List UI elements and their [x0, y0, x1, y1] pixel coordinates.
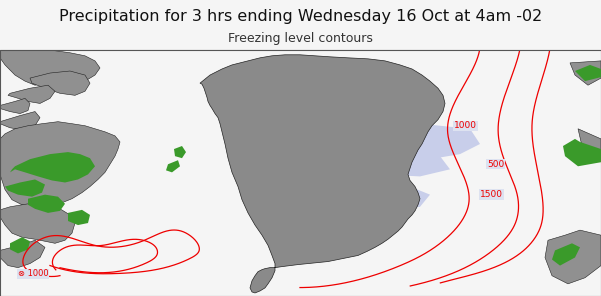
Polygon shape	[575, 65, 601, 81]
Polygon shape	[174, 146, 186, 158]
Polygon shape	[0, 240, 45, 268]
Polygon shape	[166, 160, 180, 172]
Text: Freezing level contours: Freezing level contours	[228, 32, 373, 45]
Text: 1500: 1500	[480, 190, 503, 199]
Polygon shape	[275, 179, 430, 213]
Polygon shape	[0, 112, 40, 130]
Polygon shape	[10, 237, 30, 253]
Polygon shape	[28, 195, 65, 213]
Polygon shape	[0, 50, 100, 85]
Polygon shape	[545, 230, 601, 284]
Text: ⊗ 1000: ⊗ 1000	[18, 269, 49, 278]
Polygon shape	[10, 152, 95, 183]
Text: 500: 500	[487, 160, 504, 169]
Polygon shape	[30, 71, 90, 95]
Polygon shape	[300, 124, 480, 159]
Polygon shape	[552, 243, 580, 266]
Polygon shape	[578, 129, 601, 154]
Polygon shape	[0, 203, 75, 243]
Polygon shape	[5, 179, 45, 197]
Text: Precipitation for 3 hrs ending Wednesday 16 Oct at 4am -02: Precipitation for 3 hrs ending Wednesday…	[59, 9, 542, 24]
Text: 1000: 1000	[454, 121, 477, 130]
Polygon shape	[0, 122, 120, 207]
Polygon shape	[68, 210, 90, 225]
Polygon shape	[8, 85, 55, 103]
Polygon shape	[200, 55, 445, 293]
Polygon shape	[563, 139, 601, 166]
Polygon shape	[348, 154, 450, 176]
Polygon shape	[0, 98, 30, 114]
Polygon shape	[570, 61, 601, 85]
